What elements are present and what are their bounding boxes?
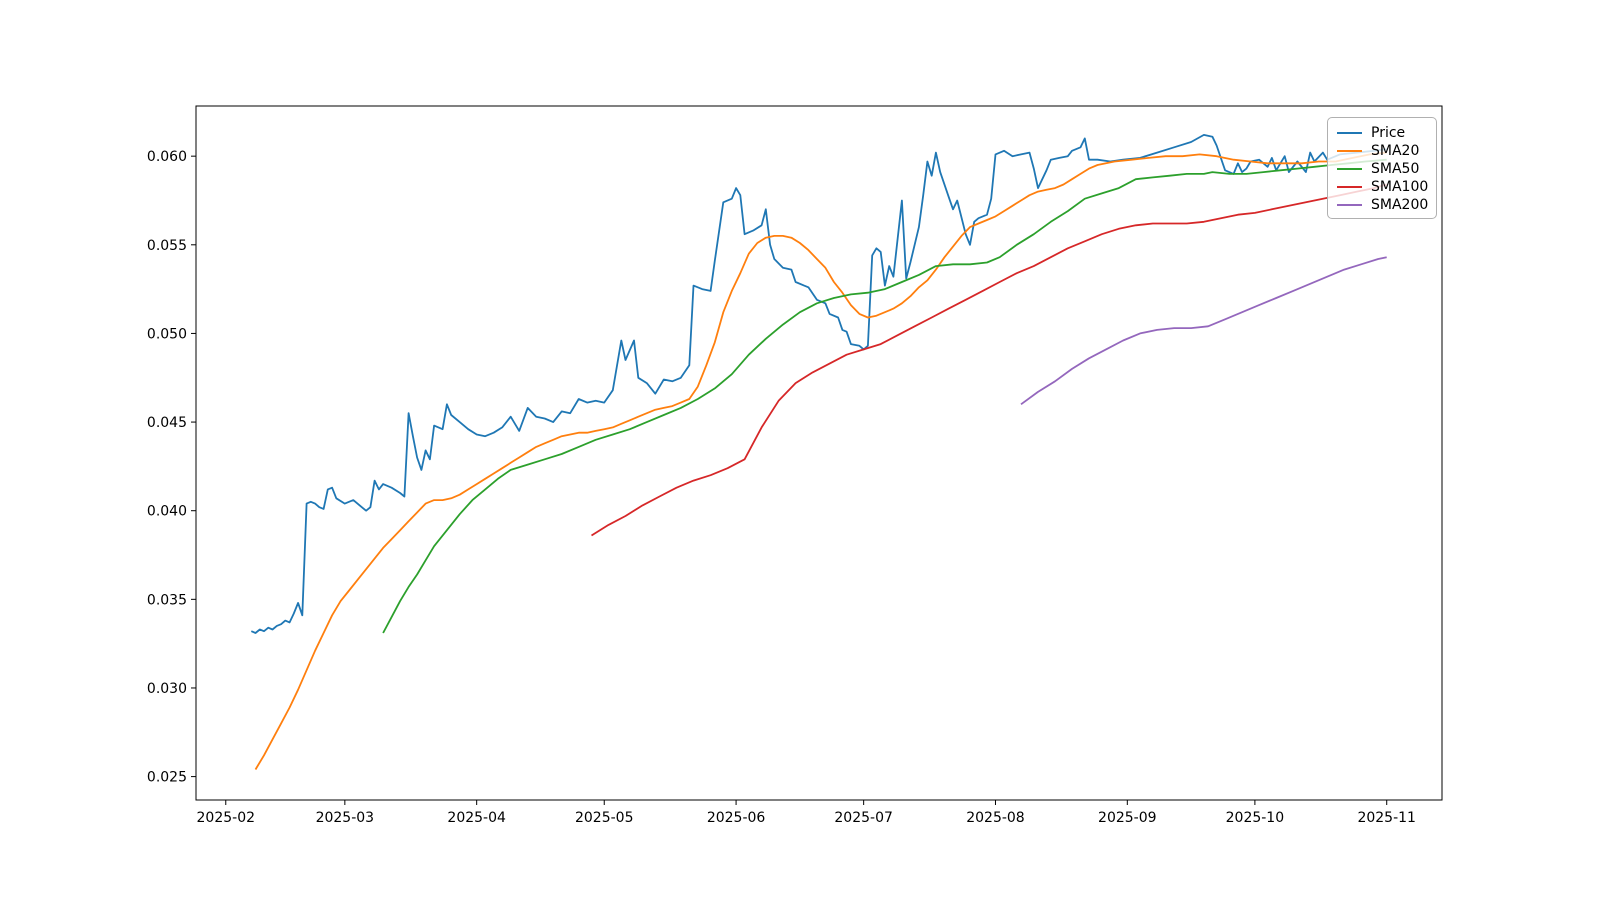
legend-label: SMA200 [1371,197,1429,213]
legend-entry-price: Price [1337,124,1428,142]
series-line-price [250,133,1387,634]
x-tick-label: 2025-06 [707,810,766,826]
legend-label: Price [1371,125,1406,141]
y-tick-label: 0.060 [147,149,187,165]
legend-line-sample [1337,168,1362,170]
legend-label: SMA20 [1371,143,1420,159]
x-tick-label: 2025-11 [1357,810,1416,826]
y-tick-label: 0.050 [147,326,187,342]
y-tick-label: 0.035 [147,592,187,608]
x-tick-label: 2025-05 [575,810,634,826]
legend-entry-sma100: SMA100 [1337,178,1428,196]
legend-label: SMA100 [1371,179,1429,195]
series-line-sma50 [382,158,1387,634]
series-line-sma20 [254,151,1387,770]
legend-entry-sma200: SMA200 [1337,196,1428,214]
legend-line-sample [1337,150,1362,152]
legend-label: SMA50 [1371,161,1420,177]
series-line-sma100 [591,183,1387,537]
x-tick-label: 2025-10 [1226,810,1285,826]
x-tick-label: 2025-09 [1098,810,1157,826]
y-tick-label: 0.025 [147,770,187,786]
x-tick-label: 2025-04 [447,810,506,826]
plot-border [195,105,1443,801]
y-tick-label: 0.030 [147,681,187,697]
legend-line-sample [1337,132,1362,134]
y-tick-label: 0.055 [147,238,187,254]
legend-entry-sma20: SMA20 [1337,142,1428,160]
legend-line-sample [1337,204,1362,206]
legend-entry-sma50: SMA50 [1337,160,1428,178]
x-tick-label: 2025-07 [834,810,893,826]
series-line-sma200 [1020,256,1387,406]
legend-line-sample [1337,186,1362,188]
x-tick-label: 2025-02 [197,810,256,826]
y-tick-label: 0.040 [147,504,187,520]
x-tick-label: 2025-08 [966,810,1025,826]
x-tick-label: 2025-03 [316,810,375,826]
legend: Price SMA20 SMA50 SMA100 SMA200 [1327,117,1437,219]
y-tick-label: 0.045 [147,415,187,431]
